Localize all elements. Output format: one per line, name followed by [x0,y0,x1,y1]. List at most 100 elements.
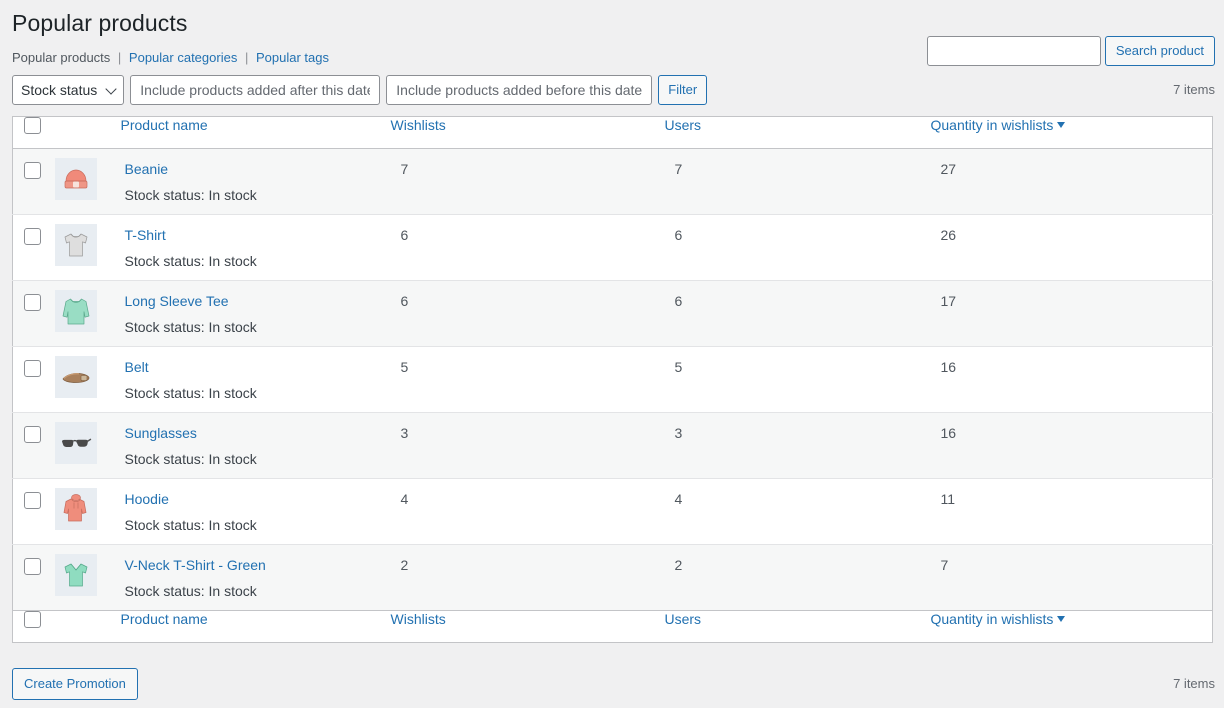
popular-products-table: Product name Wishlists Users Quantity in… [12,116,1213,643]
longsleeve-thumbnail [54,290,97,332]
view-popular-products[interactable]: Popular products [12,50,111,65]
hoodie-thumbnail [54,488,97,530]
view-popular-categories[interactable]: Popular categories [128,50,238,65]
row-quantity: 11 [940,491,956,507]
header-users-link[interactable]: Users [664,117,702,133]
date-after-input[interactable] [130,75,381,105]
select-all-checkbox-top[interactable] [24,117,41,134]
stock-status-select-label: Stock status [21,82,98,98]
date-before-input[interactable] [386,75,653,105]
tablenav-bottom: Create Promotion 7 items [12,668,1215,700]
belt-thumbnail [54,356,97,398]
row-checkbox[interactable] [24,162,41,179]
header-quantity-in-wishlists[interactable]: Quantity in wishlists [930,116,1213,149]
product-link[interactable]: Belt [124,359,149,375]
stock-status: Stock status: In stock [124,253,257,269]
stock-status: Stock status: In stock [124,583,257,599]
row-checkbox[interactable] [24,360,41,377]
row-name-cell: Beanie Stock status: In stock [121,149,391,215]
beanie-thumbnail [54,158,97,200]
stock-status: Stock status: In stock [124,451,257,467]
row-name-cell: Belt Stock status: In stock [121,347,391,413]
table-row: Long Sleeve Tee Stock status: In stock 6… [12,280,1213,347]
row-quantity: 16 [940,359,957,375]
row-quantity: 16 [940,425,957,441]
table-row: V-Neck T-Shirt - Green Stock status: In … [12,544,1213,611]
header-wishlists[interactable]: Wishlists [390,116,665,149]
header-users[interactable]: Users [664,116,931,149]
tshirt-thumbnail [54,224,97,266]
row-wishlists: 4 [400,491,409,507]
table-row: Hoodie Stock status: In stock 4 4 11 [12,479,1213,545]
select-all-checkbox-bottom[interactable] [24,611,41,628]
page-title: Popular products [12,10,188,36]
footer-quantity-link[interactable]: Quantity in wishlists [930,611,1054,627]
row-select-cell [13,149,55,215]
row-checkbox[interactable] [24,228,41,245]
row-quantity: 7 [940,557,949,573]
row-name-cell: Sunglasses Stock status: In stock [121,413,391,479]
row-checkbox[interactable] [24,558,41,575]
header-product-name-link[interactable]: Product name [120,117,208,133]
sort-descending-icon [1057,616,1066,622]
table-header-row: Product name Wishlists Users Quantity in… [12,116,1213,149]
stock-status-select[interactable]: Stock status [12,75,125,105]
table-body: Beanie Stock status: In stock 7 7 27 [12,148,1213,611]
row-checkbox[interactable] [24,426,41,443]
row-checkbox[interactable] [24,294,41,311]
create-promotion-button[interactable]: Create Promotion [12,668,138,700]
view-separator-2: | [244,50,249,65]
footer-wishlists[interactable]: Wishlists [390,610,665,643]
view-popular-tags[interactable]: Popular tags [255,50,329,65]
product-link[interactable]: V-Neck T-Shirt - Green [124,557,266,573]
header-quantity-link[interactable]: Quantity in wishlists [930,117,1054,133]
product-link[interactable]: T-Shirt [124,227,166,243]
product-link[interactable]: Long Sleeve Tee [124,293,229,309]
product-link[interactable]: Hoodie [124,491,169,507]
row-thumbnail-cell [54,545,121,611]
row-users: 2 [674,557,683,573]
filter-button[interactable]: Filter [658,75,708,105]
footer-users[interactable]: Users [664,610,931,643]
row-select-cell [13,281,55,347]
table-row: Beanie Stock status: In stock 7 7 27 [12,148,1213,215]
row-wishlists: 5 [400,359,409,375]
footer-quantity-in-wishlists[interactable]: Quantity in wishlists [930,610,1213,643]
row-users: 6 [674,293,683,309]
row-thumbnail-cell [54,413,121,479]
table-row: Belt Stock status: In stock 5 5 16 [12,347,1213,413]
row-checkbox[interactable] [24,492,41,509]
chevron-down-icon [105,83,117,95]
footer-users-link[interactable]: Users [664,611,702,627]
thumbnail-header [54,116,121,149]
product-link[interactable]: Beanie [124,161,169,177]
product-link[interactable]: Sunglasses [124,425,197,441]
vneck-thumbnail [54,554,97,596]
select-all-header [12,116,55,149]
row-quantity: 17 [940,293,957,309]
stock-status: Stock status: In stock [124,517,257,533]
row-wishlists: 3 [400,425,409,441]
row-select-cell [13,479,55,545]
stock-status: Stock status: In stock [124,187,257,203]
row-users: 7 [674,161,683,177]
row-wishlists: 6 [400,293,409,309]
footer-wishlists-link[interactable]: Wishlists [390,611,446,627]
header-wishlists-link[interactable]: Wishlists [390,117,446,133]
row-users: 3 [674,425,683,441]
header-product-name[interactable]: Product name [120,116,391,149]
row-select-cell [13,215,55,281]
item-count-top: 7 items [1173,82,1215,97]
row-name-cell: Long Sleeve Tee Stock status: In stock [121,281,391,347]
table-head: Product name Wishlists Users Quantity in… [12,116,1213,149]
search-product-button[interactable]: Search product [1104,36,1215,66]
row-name-cell: T-Shirt Stock status: In stock [121,215,391,281]
search-input[interactable] [926,36,1101,66]
footer-product-name-link[interactable]: Product name [120,611,208,627]
footer-product-name[interactable]: Product name [120,610,391,643]
row-name-cell: V-Neck T-Shirt - Green Stock status: In … [121,545,391,611]
stock-status: Stock status: In stock [124,385,257,401]
sort-descending-icon [1057,122,1066,128]
row-select-cell [13,347,55,413]
